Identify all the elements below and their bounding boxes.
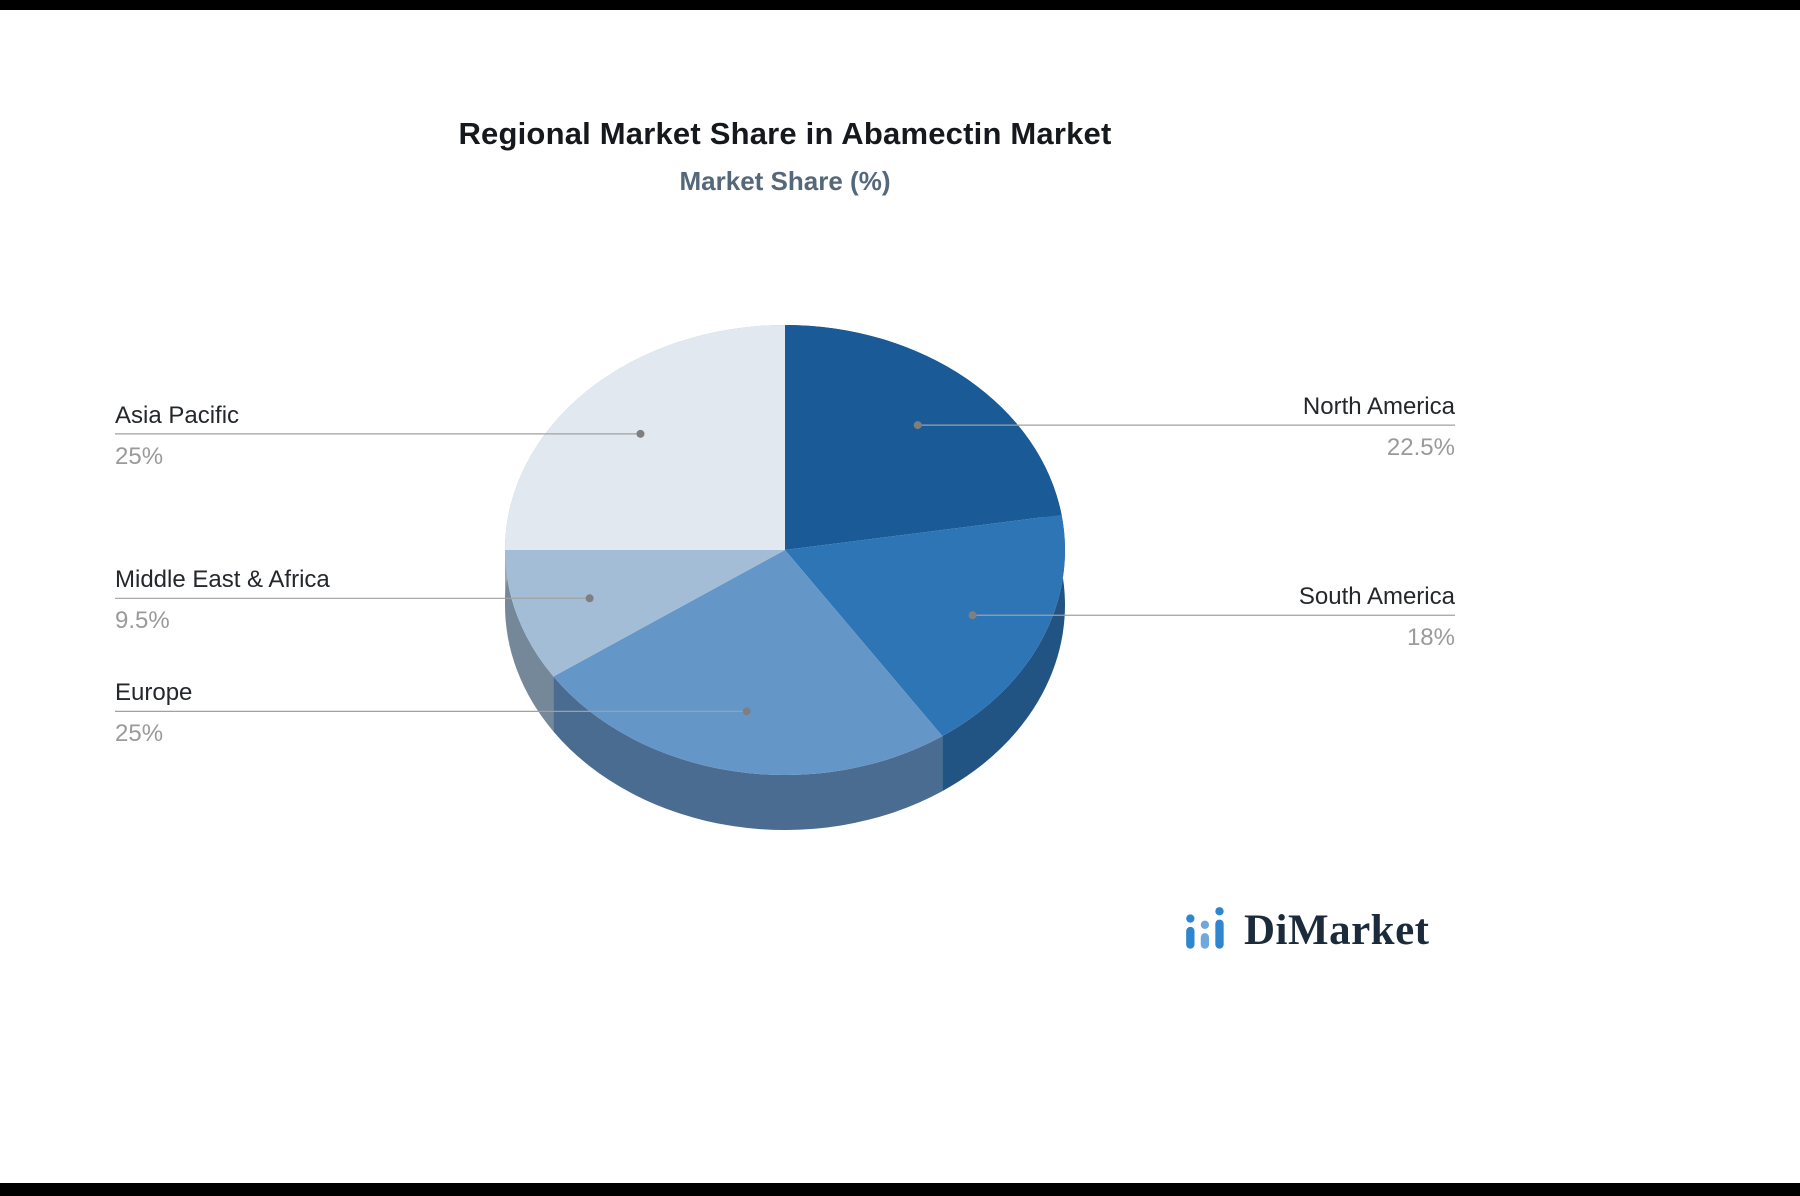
segment-value-middle-east-africa: 9.5% [115, 607, 170, 635]
segment-label-middle-east-africa: Middle East & Africa [115, 566, 330, 594]
pie-slice-asia-pacific [505, 325, 785, 550]
pie-slice-south-america [785, 514, 1065, 737]
segment-label-north-america: North America [1302, 393, 1455, 421]
leader-dot-middle-east-africa [585, 594, 594, 603]
leader-dot-north-america [913, 421, 922, 430]
segment-value-europe: 25% [115, 720, 164, 748]
top-border-bar [0, 0, 1800, 10]
brand-logo-text: DiMarket [1244, 906, 1430, 954]
bottom-border-bar [0, 1183, 1800, 1196]
chart-title: Regional Market Share in Abamectin Marke… [458, 116, 1112, 151]
pie-slice-side-europe [553, 676, 943, 831]
leader-dot-asia-pacific [636, 429, 645, 438]
segment-value-asia-pacific: 25% [115, 442, 164, 470]
pie-slice-north-america [785, 325, 1062, 550]
pie-slice-middle-east-africa [505, 550, 785, 677]
segment-label-europe: Europe [115, 679, 193, 707]
leader-dot-south-america [968, 611, 977, 620]
brand-logo: DiMarket [1182, 900, 1430, 960]
bar-chart-icon [1186, 907, 1224, 949]
pie-slice-side-south-america [942, 514, 1065, 792]
leader-dot-europe [742, 707, 751, 716]
pie-slice-europe [553, 550, 943, 776]
segment-value-north-america: 22.5% [1386, 434, 1455, 462]
segment-label-south-america: South America [1298, 583, 1455, 611]
pie-slice-side-middle-east-africa [505, 550, 554, 732]
segment-value-south-america: 18% [1406, 624, 1455, 652]
chart-subtitle: Market Share (%) [679, 166, 891, 196]
segment-label-asia-pacific: Asia Pacific [115, 401, 240, 429]
